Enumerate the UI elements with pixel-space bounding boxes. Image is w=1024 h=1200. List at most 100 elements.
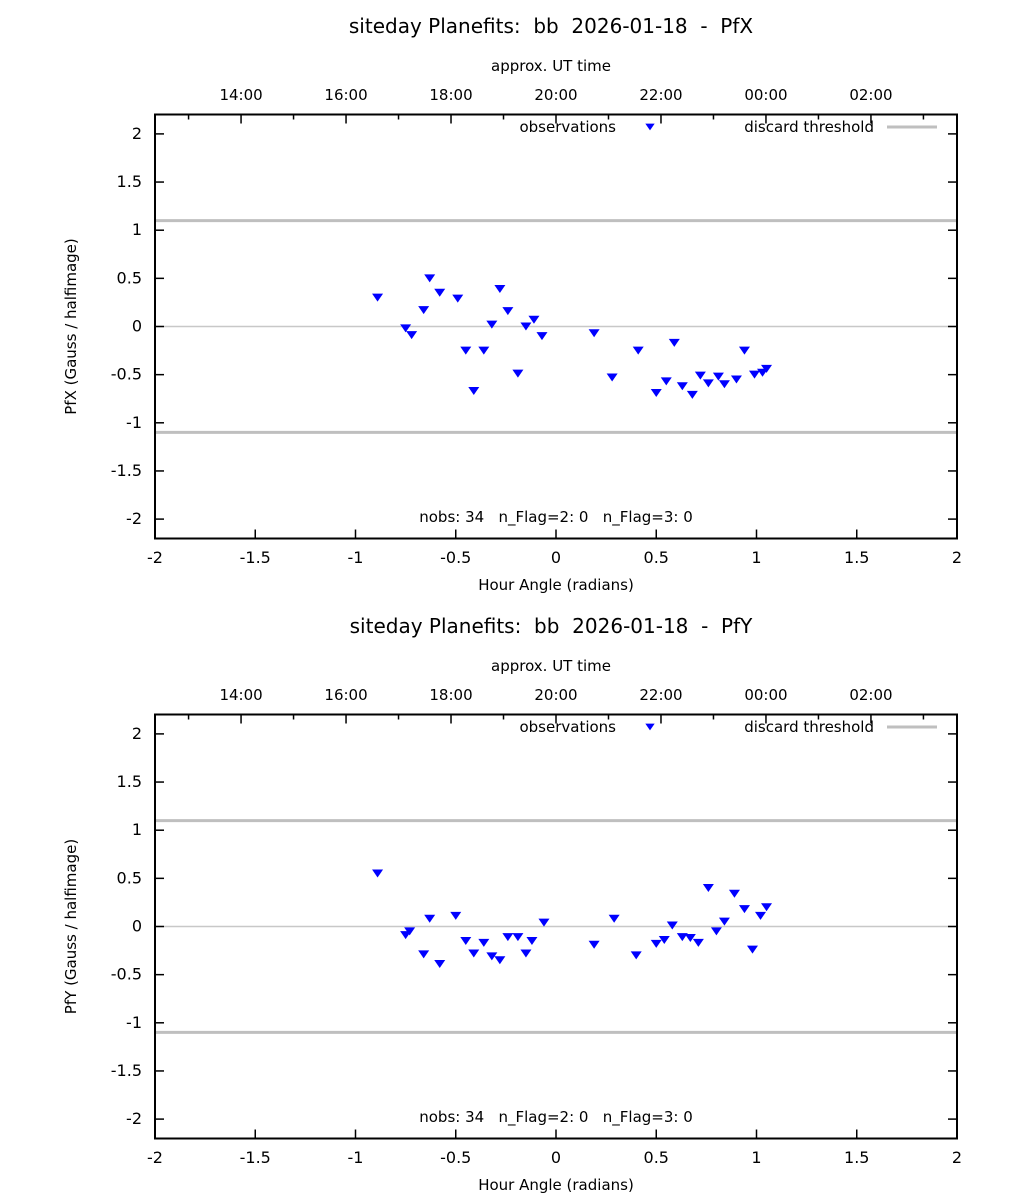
observation-point [666,921,678,930]
observation-point [606,373,618,382]
observation-point [676,382,688,391]
y-tick-label: 2 [132,124,142,143]
x-tick-label: -1 [348,1148,364,1167]
ut-tick-label: 18:00 [429,86,472,104]
y-tick-label: 1 [132,220,142,239]
x-tick-label: 0 [551,548,561,567]
legend-observations-marker-icon [645,723,655,731]
x-tick-label: 1 [751,1148,761,1167]
observation-point [520,322,532,331]
legend-observations-marker-icon [645,123,655,131]
ut-time-axis-label: approx. UT time [491,657,611,675]
x-axis-label: Hour Angle (radians) [478,1176,634,1194]
observation-point [748,370,760,379]
legend-threshold-label: discard threshold [744,118,874,136]
x-tick-label: -1.5 [240,1148,271,1167]
ut-tick-label: 14:00 [219,86,262,104]
observation-point [424,914,436,923]
observation-point [406,331,418,340]
observation-point [418,306,430,315]
observation-point [486,952,498,961]
y-axis-label: PfY (Gauss / halfimage) [62,839,80,1014]
y-tick-label: -1 [126,1013,142,1032]
y-tick-label: -0.5 [111,365,142,384]
observation-point [588,329,600,338]
y-tick-label: 0.5 [117,268,142,287]
chart-pfy: siteday Planefits: bb 2026-01-18 - PfY ap… [0,600,1024,1200]
observation-point [668,338,680,347]
observation-point [630,951,642,960]
ut-time-axis-label: approx. UT time [491,57,611,75]
ut-tick-label: 00:00 [744,86,787,104]
y-tick-label: 0.5 [117,868,142,887]
y-tick-label: 2 [132,724,142,743]
observation-point [512,369,524,378]
y-tick-label: -1.5 [111,461,142,480]
pfx-plot: siteday Planefits: bb 2026-01-18 - PfX ap… [62,14,962,594]
observation-point [761,364,773,373]
x-tick-label: -0.5 [440,1148,471,1167]
observation-point [528,315,540,324]
observation-point [450,911,462,920]
ut-tick-label: 02:00 [849,686,892,704]
x-axis-label: Hour Angle (radians) [478,576,634,594]
observation-point [702,883,714,892]
ut-tick-label: 16:00 [324,86,367,104]
y-tick-label: -2 [126,1109,142,1128]
observation-point [512,933,524,942]
observation-point [676,933,688,942]
y-tick-label: 0 [132,917,142,936]
observation-point [755,911,767,920]
observation-point [486,320,498,329]
ut-tick-label: 02:00 [849,86,892,104]
legend-observations-label: observations [519,718,616,736]
y-tick-label: -0.5 [111,965,142,984]
x-tick-label: -1.5 [240,548,271,567]
observation-point [520,949,532,958]
observation-point [718,917,730,926]
observation-point [434,960,446,969]
observation-point [468,949,480,958]
observation-point [684,934,696,943]
x-tick-label: 0 [551,1148,561,1167]
x-tick-label: -0.5 [440,548,471,567]
nobs-annotation: nobs: 34 n_Flag=2: 0 n_Flag=3: 0 [419,1108,693,1127]
y-tick-label: -1.5 [111,1061,142,1080]
ut-tick-label: 22:00 [639,86,682,104]
observation-point [588,940,600,949]
observation-point [502,933,514,942]
observation-point [694,371,706,380]
observation-point [494,284,506,293]
y-tick-label: -2 [126,509,142,528]
ut-tick-label: 14:00 [219,686,262,704]
x-tick-label: 1.5 [844,1148,869,1167]
observation-point [728,889,740,898]
observation-point [761,903,773,912]
observation-point [712,372,724,381]
observation-point [468,387,480,396]
ut-tick-label: 22:00 [639,686,682,704]
observation-point [660,377,672,386]
chart-pfx: siteday Planefits: bb 2026-01-18 - PfX ap… [62,14,962,594]
ut-tick-label: 18:00 [429,686,472,704]
observation-point [538,918,550,927]
observation-point [718,380,730,389]
observation-point [418,950,430,959]
y-tick-label: 1 [132,820,142,839]
observation-point [658,935,670,944]
observation-point [608,914,620,923]
ut-tick-label: 00:00 [744,686,787,704]
y-tick-label: 0 [132,317,142,336]
observation-point [526,936,538,945]
x-tick-label: 2 [952,548,962,567]
observation-point [692,938,704,947]
observation-point [404,927,416,936]
observation-point [372,869,384,878]
y-axis-label: PfX (Gauss / halfimage) [62,238,80,414]
observation-point [460,936,472,945]
observation-point [400,324,412,333]
observation-point [738,905,750,914]
ut-tick-label: 20:00 [534,686,577,704]
x-tick-label: -2 [147,548,163,567]
